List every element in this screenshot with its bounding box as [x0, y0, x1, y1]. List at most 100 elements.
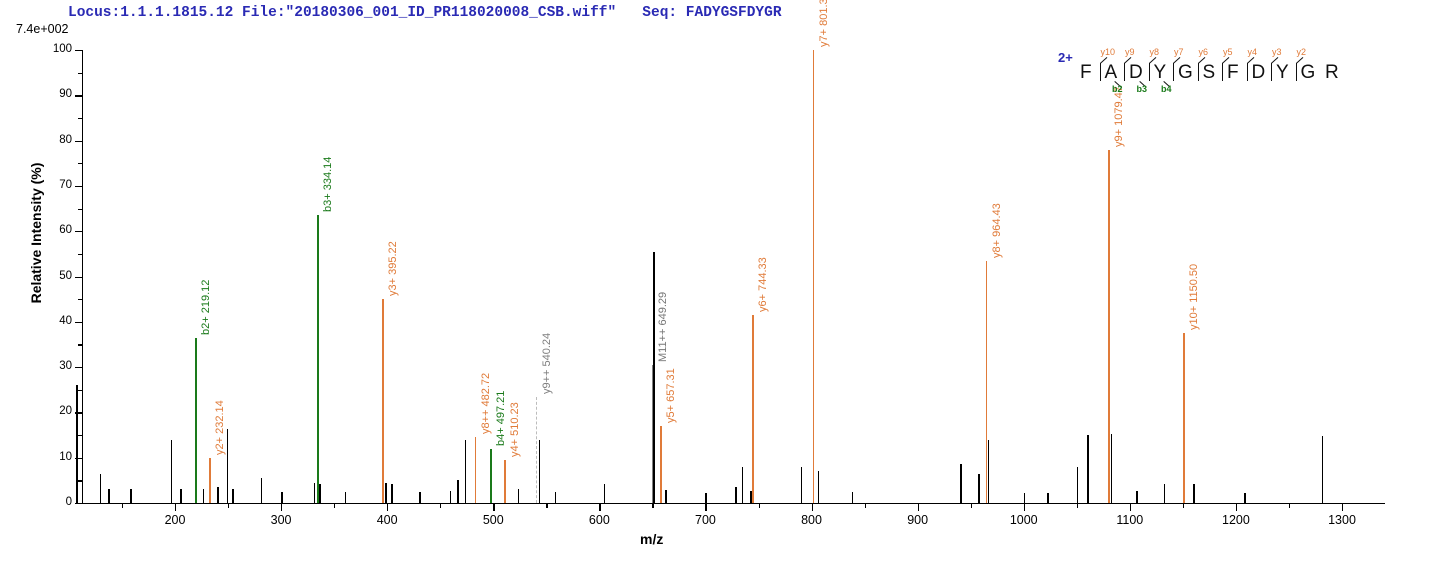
- sequence-residue: G: [1178, 62, 1193, 83]
- spectrum-peak-labeled[interactable]: [490, 448, 492, 503]
- spectrum-peak[interactable]: [180, 488, 182, 503]
- spectrum-peak-labeled[interactable]: [474, 437, 477, 503]
- y-axis-minor-tick: [78, 435, 82, 437]
- spectrum-peak[interactable]: [705, 493, 707, 503]
- spectrum-peak[interactable]: [735, 487, 737, 503]
- x-axis-tick: [1129, 503, 1132, 511]
- peak-label: y4+ 510.23: [509, 402, 522, 457]
- spectrum-peak-labeled[interactable]: [812, 50, 815, 503]
- spectrum-peak[interactable]: [978, 473, 980, 503]
- x-axis-tick: [599, 503, 601, 511]
- spectrum-peak[interactable]: [202, 489, 205, 503]
- spectrum-peak-labeled[interactable]: [660, 425, 662, 503]
- x-axis-minor-tick: [864, 503, 866, 508]
- spectrum-peak[interactable]: [538, 440, 541, 503]
- spectrum-peak[interactable]: [1087, 435, 1089, 503]
- spectrum-peak[interactable]: [1163, 483, 1166, 503]
- spectrum-peak-labeled[interactable]: [535, 396, 537, 503]
- spectrum-peak[interactable]: [226, 429, 229, 503]
- spectrum-peak-labeled[interactable]: [317, 215, 319, 503]
- intensity-scale-label: 7.4e+002: [16, 22, 69, 36]
- spectrum-peak[interactable]: [1023, 492, 1026, 503]
- x-axis-tick-label: 500: [482, 513, 504, 527]
- x-axis-tick: [1235, 503, 1238, 511]
- y-axis-tick-label: 30: [59, 360, 72, 373]
- sequence-residue: Y: [1276, 62, 1289, 83]
- spectrum-peak[interactable]: [385, 482, 387, 503]
- spectrum-peak[interactable]: [449, 491, 452, 503]
- spectrum-peak[interactable]: [987, 440, 990, 503]
- spectrum-peak-labeled[interactable]: [209, 457, 211, 503]
- x-axis-tick-label: 1100: [1116, 513, 1144, 527]
- spectrum-peak[interactable]: [99, 473, 102, 503]
- spectrum-peak-labeled[interactable]: [195, 337, 197, 503]
- spectrum-peak[interactable]: [319, 483, 321, 503]
- spectrum-peak[interactable]: [603, 483, 606, 503]
- spectrum-peak-labeled[interactable]: [504, 459, 506, 503]
- x-axis-tick: [917, 503, 919, 511]
- peak-label: y8++ 482.72: [479, 373, 492, 435]
- spectrum-peak[interactable]: [741, 466, 744, 503]
- x-axis-minor-tick: [1288, 503, 1291, 508]
- spectrum-peak[interactable]: [1244, 492, 1246, 503]
- spectrum-peak[interactable]: [457, 480, 459, 503]
- spectrum-peak-labeled[interactable]: [651, 364, 654, 503]
- spectrum-peak[interactable]: [419, 491, 421, 503]
- spectrum-peak[interactable]: [1193, 483, 1195, 503]
- sequence-residue: A: [1104, 62, 1118, 83]
- y-axis-minor-tick: [78, 480, 82, 482]
- x-axis-minor-tick: [970, 503, 972, 508]
- spectrum-peak[interactable]: [517, 488, 520, 503]
- spectrum-plot-area[interactable]: b2+ 219.12 y2+ 232.14 b3+ 334.14 y3+ 395.22…: [0, 0, 1436, 503]
- spectrum-peak[interactable]: [344, 491, 347, 503]
- spectrum-peak[interactable]: [281, 491, 283, 503]
- spectrum-peak[interactable]: [260, 478, 263, 503]
- x-axis-tick: [811, 503, 813, 511]
- x-axis-tick: [387, 503, 389, 511]
- spectrum-peak[interactable]: [554, 491, 557, 503]
- spectrum-peak-labeled[interactable]: [1108, 149, 1110, 503]
- spectrum-peak[interactable]: [665, 490, 667, 503]
- y-ion-cleavage-mark: [1271, 63, 1273, 81]
- peak-label: y6+ 744.33: [757, 257, 770, 312]
- spectrum-peak[interactable]: [76, 385, 78, 503]
- spectrum-peak[interactable]: [108, 489, 110, 503]
- spectrum-peak-labeled[interactable]: [382, 299, 384, 503]
- spectrum-peak[interactable]: [130, 489, 132, 503]
- spectrum-peak[interactable]: [170, 440, 173, 503]
- spectrum-peak[interactable]: [1047, 492, 1049, 503]
- x-axis-minor-tick: [652, 503, 654, 508]
- spectrum-peak-labeled[interactable]: [752, 315, 754, 503]
- y-ion-cleavage-mark: [1124, 63, 1126, 81]
- y-ion-label: y10: [1100, 47, 1116, 57]
- spectrum-peak[interactable]: [217, 487, 219, 503]
- spectrum-peak[interactable]: [464, 440, 467, 503]
- x-axis-tick: [1342, 503, 1344, 511]
- spectrum-peak[interactable]: [1136, 491, 1138, 503]
- y-axis-tick-label: 50: [59, 269, 72, 282]
- spectrum-peak[interactable]: [800, 466, 803, 503]
- y-axis-tick: [75, 95, 82, 97]
- y-axis-tick: [75, 140, 82, 142]
- spectrum-peak[interactable]: [1076, 466, 1079, 503]
- spectrum-peak-labeled[interactable]: [1183, 333, 1185, 503]
- y-axis-tick-label: 100: [52, 43, 72, 55]
- sequence-residue: Y: [1153, 62, 1167, 83]
- peak-label: y2+ 232.14: [214, 399, 227, 455]
- y-axis-tick: [75, 367, 82, 369]
- spectrum-peak[interactable]: [750, 491, 752, 503]
- spectrum-peak[interactable]: [1321, 435, 1324, 503]
- spectrum-peak[interactable]: [960, 464, 962, 503]
- spectrum-peak[interactable]: [851, 492, 854, 503]
- spectrum-peak[interactable]: [313, 482, 316, 503]
- spectrum-peak[interactable]: [391, 483, 393, 503]
- y-axis-tick: [75, 231, 82, 233]
- peak-label: y3+ 395.22: [387, 241, 400, 297]
- spectrum-peak[interactable]: [1110, 434, 1113, 503]
- spectrum-peak[interactable]: [653, 251, 655, 503]
- spectrum-peak[interactable]: [232, 489, 234, 503]
- sequence-residue: D: [1251, 62, 1266, 83]
- spectrum-peak-labeled[interactable]: [985, 260, 988, 503]
- spectrum-peak[interactable]: [817, 471, 820, 503]
